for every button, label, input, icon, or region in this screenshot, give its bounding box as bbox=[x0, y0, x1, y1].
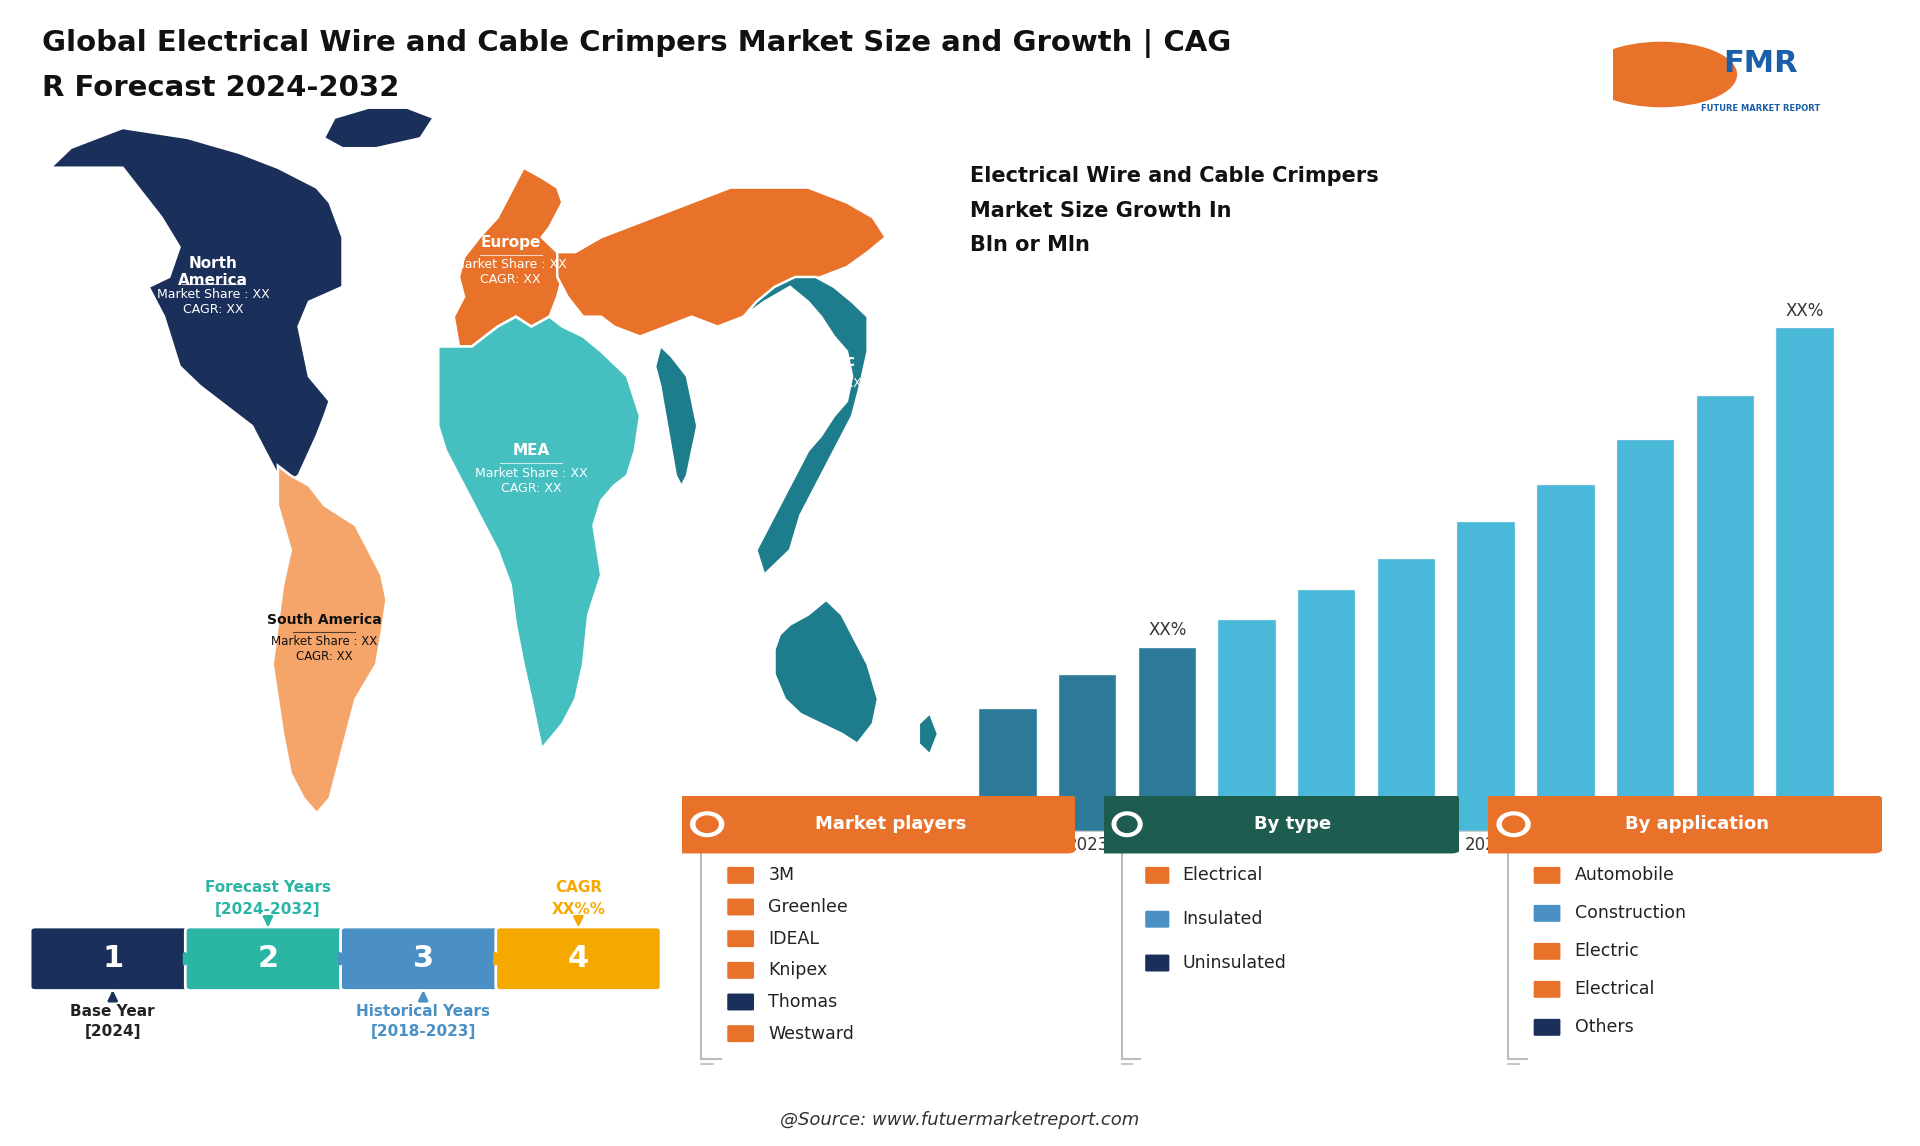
Text: XX%: XX% bbox=[1786, 303, 1824, 320]
Bar bbox=[1776, 329, 1834, 831]
Polygon shape bbox=[774, 599, 877, 744]
Text: North
America: North America bbox=[179, 256, 248, 288]
FancyBboxPatch shape bbox=[1478, 795, 1884, 854]
FancyBboxPatch shape bbox=[728, 931, 755, 947]
FancyBboxPatch shape bbox=[1144, 911, 1169, 927]
Text: Forecast Years: Forecast Years bbox=[205, 880, 330, 895]
Text: Others: Others bbox=[1574, 1019, 1634, 1036]
Polygon shape bbox=[920, 714, 937, 754]
Text: FMR: FMR bbox=[1724, 48, 1797, 78]
Text: Europe: Europe bbox=[480, 235, 541, 250]
Text: R Forecast 2024-2032: R Forecast 2024-2032 bbox=[42, 74, 399, 102]
Text: [2018-2023]: [2018-2023] bbox=[371, 1025, 476, 1039]
Text: 3M: 3M bbox=[768, 866, 795, 885]
Circle shape bbox=[697, 816, 718, 832]
FancyBboxPatch shape bbox=[1534, 943, 1561, 960]
Text: Westward: Westward bbox=[768, 1025, 854, 1043]
Text: Market Share : XX
CAGR: XX: Market Share : XX CAGR: XX bbox=[271, 635, 378, 664]
Text: Market Size Growth In: Market Size Growth In bbox=[970, 201, 1231, 220]
FancyBboxPatch shape bbox=[728, 898, 755, 916]
Bar bbox=[1298, 590, 1356, 831]
FancyBboxPatch shape bbox=[31, 927, 196, 990]
Text: 2: 2 bbox=[257, 944, 278, 973]
Text: Bln or Mln: Bln or Mln bbox=[970, 235, 1089, 254]
Text: South America: South America bbox=[267, 613, 382, 627]
FancyBboxPatch shape bbox=[728, 1026, 755, 1042]
Bar bbox=[1139, 647, 1196, 831]
Text: Thomas: Thomas bbox=[768, 992, 837, 1011]
Text: @Source: www.futuermarketreport.com: @Source: www.futuermarketreport.com bbox=[780, 1110, 1140, 1129]
Text: Asia Pacific: Asia Pacific bbox=[760, 354, 854, 369]
Text: 4: 4 bbox=[568, 944, 589, 973]
Text: Greenlee: Greenlee bbox=[768, 898, 849, 916]
FancyBboxPatch shape bbox=[672, 795, 1077, 854]
FancyBboxPatch shape bbox=[728, 961, 755, 979]
Text: Historical Years: Historical Years bbox=[357, 1004, 490, 1019]
Bar bbox=[1617, 440, 1674, 831]
FancyBboxPatch shape bbox=[186, 927, 351, 990]
Text: Insulated: Insulated bbox=[1183, 910, 1263, 928]
Polygon shape bbox=[655, 346, 697, 486]
Text: Electrical: Electrical bbox=[1574, 980, 1655, 998]
FancyBboxPatch shape bbox=[1534, 1019, 1561, 1036]
Text: Construction: Construction bbox=[1574, 904, 1686, 923]
FancyBboxPatch shape bbox=[1534, 866, 1561, 884]
Bar bbox=[1538, 485, 1594, 831]
Text: MEA: MEA bbox=[513, 444, 549, 458]
Polygon shape bbox=[324, 108, 434, 148]
Circle shape bbox=[1503, 816, 1524, 832]
Text: XX%: XX% bbox=[1148, 621, 1187, 639]
Text: [2024]: [2024] bbox=[84, 1025, 140, 1039]
Text: Knipex: Knipex bbox=[768, 961, 828, 980]
Polygon shape bbox=[557, 188, 885, 337]
Text: CAGR: CAGR bbox=[555, 880, 603, 895]
Polygon shape bbox=[453, 167, 563, 346]
FancyBboxPatch shape bbox=[1534, 981, 1561, 998]
FancyBboxPatch shape bbox=[1144, 866, 1169, 884]
Text: By application: By application bbox=[1624, 815, 1768, 833]
Bar bbox=[1058, 675, 1116, 831]
Bar bbox=[979, 708, 1037, 831]
Circle shape bbox=[1586, 42, 1736, 107]
Bar bbox=[1219, 620, 1275, 831]
Bar bbox=[1697, 397, 1755, 831]
Polygon shape bbox=[273, 465, 386, 814]
Bar bbox=[1379, 559, 1434, 831]
Text: Market Share : XX
CAGR: XX: Market Share : XX CAGR: XX bbox=[474, 466, 588, 495]
Text: Global Electrical Wire and Cable Crimpers Market Size and Growth | CAG: Global Electrical Wire and Cable Crimper… bbox=[42, 29, 1231, 57]
Text: [2024-2032]: [2024-2032] bbox=[215, 902, 321, 917]
Text: Electrical: Electrical bbox=[1183, 866, 1263, 885]
Text: Market Share : XX
CAGR: XX: Market Share : XX CAGR: XX bbox=[755, 377, 862, 406]
FancyBboxPatch shape bbox=[1094, 795, 1461, 854]
Text: Market players: Market players bbox=[814, 815, 966, 833]
Text: Base Year: Base Year bbox=[71, 1004, 156, 1019]
Polygon shape bbox=[438, 316, 639, 748]
FancyBboxPatch shape bbox=[728, 994, 755, 1011]
Text: Electric: Electric bbox=[1574, 942, 1640, 960]
Text: 3: 3 bbox=[413, 944, 434, 973]
Text: FUTURE MARKET REPORT: FUTURE MARKET REPORT bbox=[1701, 104, 1820, 113]
Text: Electrical Wire and Cable Crimpers: Electrical Wire and Cable Crimpers bbox=[970, 166, 1379, 186]
FancyBboxPatch shape bbox=[495, 927, 660, 990]
FancyBboxPatch shape bbox=[340, 927, 505, 990]
Text: 1: 1 bbox=[102, 944, 123, 973]
Circle shape bbox=[1117, 816, 1137, 832]
Text: IDEAL: IDEAL bbox=[768, 929, 820, 948]
Polygon shape bbox=[743, 277, 868, 575]
FancyBboxPatch shape bbox=[1534, 905, 1561, 921]
FancyBboxPatch shape bbox=[728, 866, 755, 884]
Text: Market Share : XX
CAGR: XX: Market Share : XX CAGR: XX bbox=[157, 288, 269, 316]
Text: Uninsulated: Uninsulated bbox=[1183, 953, 1286, 972]
Text: Market Share : XX
CAGR: XX: Market Share : XX CAGR: XX bbox=[455, 258, 566, 286]
Polygon shape bbox=[50, 128, 342, 486]
Text: XX%%: XX%% bbox=[551, 902, 605, 917]
Circle shape bbox=[1498, 813, 1530, 837]
Text: Automobile: Automobile bbox=[1574, 866, 1674, 885]
Text: By type: By type bbox=[1254, 815, 1331, 833]
Circle shape bbox=[1112, 813, 1142, 837]
Bar bbox=[1457, 521, 1515, 831]
FancyBboxPatch shape bbox=[1144, 955, 1169, 972]
Circle shape bbox=[691, 813, 724, 837]
